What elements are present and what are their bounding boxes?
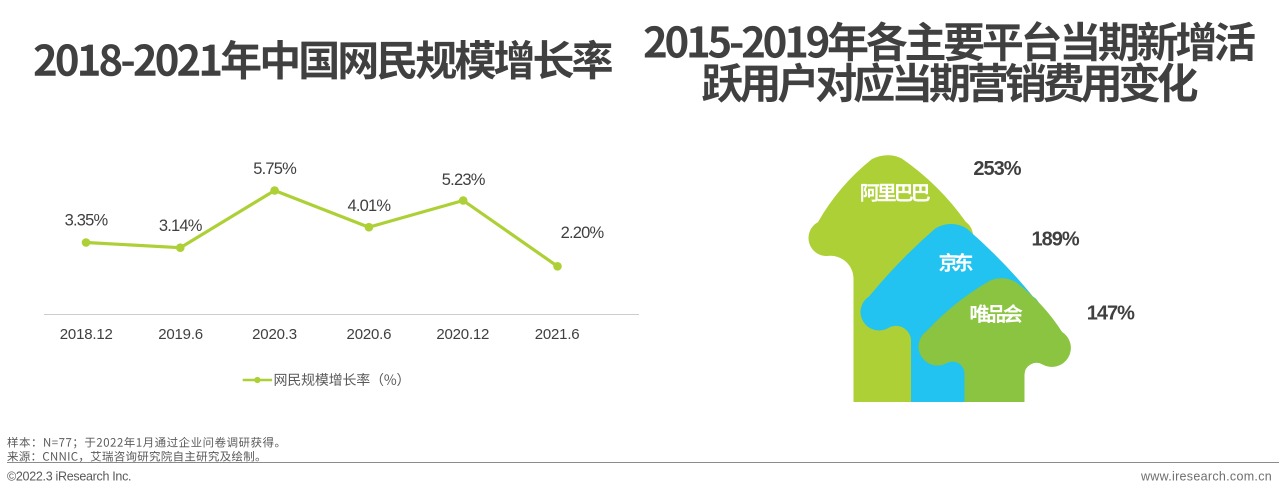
svg-text:4.01%: 4.01% — [348, 197, 392, 215]
svg-text:2020.12: 2020.12 — [436, 326, 489, 343]
svg-text:2019.6: 2019.6 — [158, 326, 203, 343]
svg-text:www.iresearch.com.cn: www.iresearch.com.cn — [1140, 470, 1272, 484]
svg-text:147%: 147% — [1087, 303, 1135, 325]
svg-text:3.14%: 3.14% — [159, 217, 203, 235]
svg-text:189%: 189% — [1032, 228, 1080, 250]
svg-text:3.35%: 3.35% — [65, 212, 109, 230]
svg-text:2021.6: 2021.6 — [535, 326, 580, 343]
svg-text:253%: 253% — [973, 158, 1021, 180]
svg-text:©2022.3 iResearch Inc.: ©2022.3 iResearch Inc. — [7, 470, 131, 484]
svg-text:5.75%: 5.75% — [253, 160, 297, 178]
svg-text:2018.12: 2018.12 — [60, 326, 113, 343]
svg-text:2.20%: 2.20% — [561, 224, 605, 242]
svg-text:5.23%: 5.23% — [442, 171, 486, 189]
svg-text:2020.6: 2020.6 — [347, 326, 392, 343]
svg-text:2020.3: 2020.3 — [252, 326, 297, 343]
